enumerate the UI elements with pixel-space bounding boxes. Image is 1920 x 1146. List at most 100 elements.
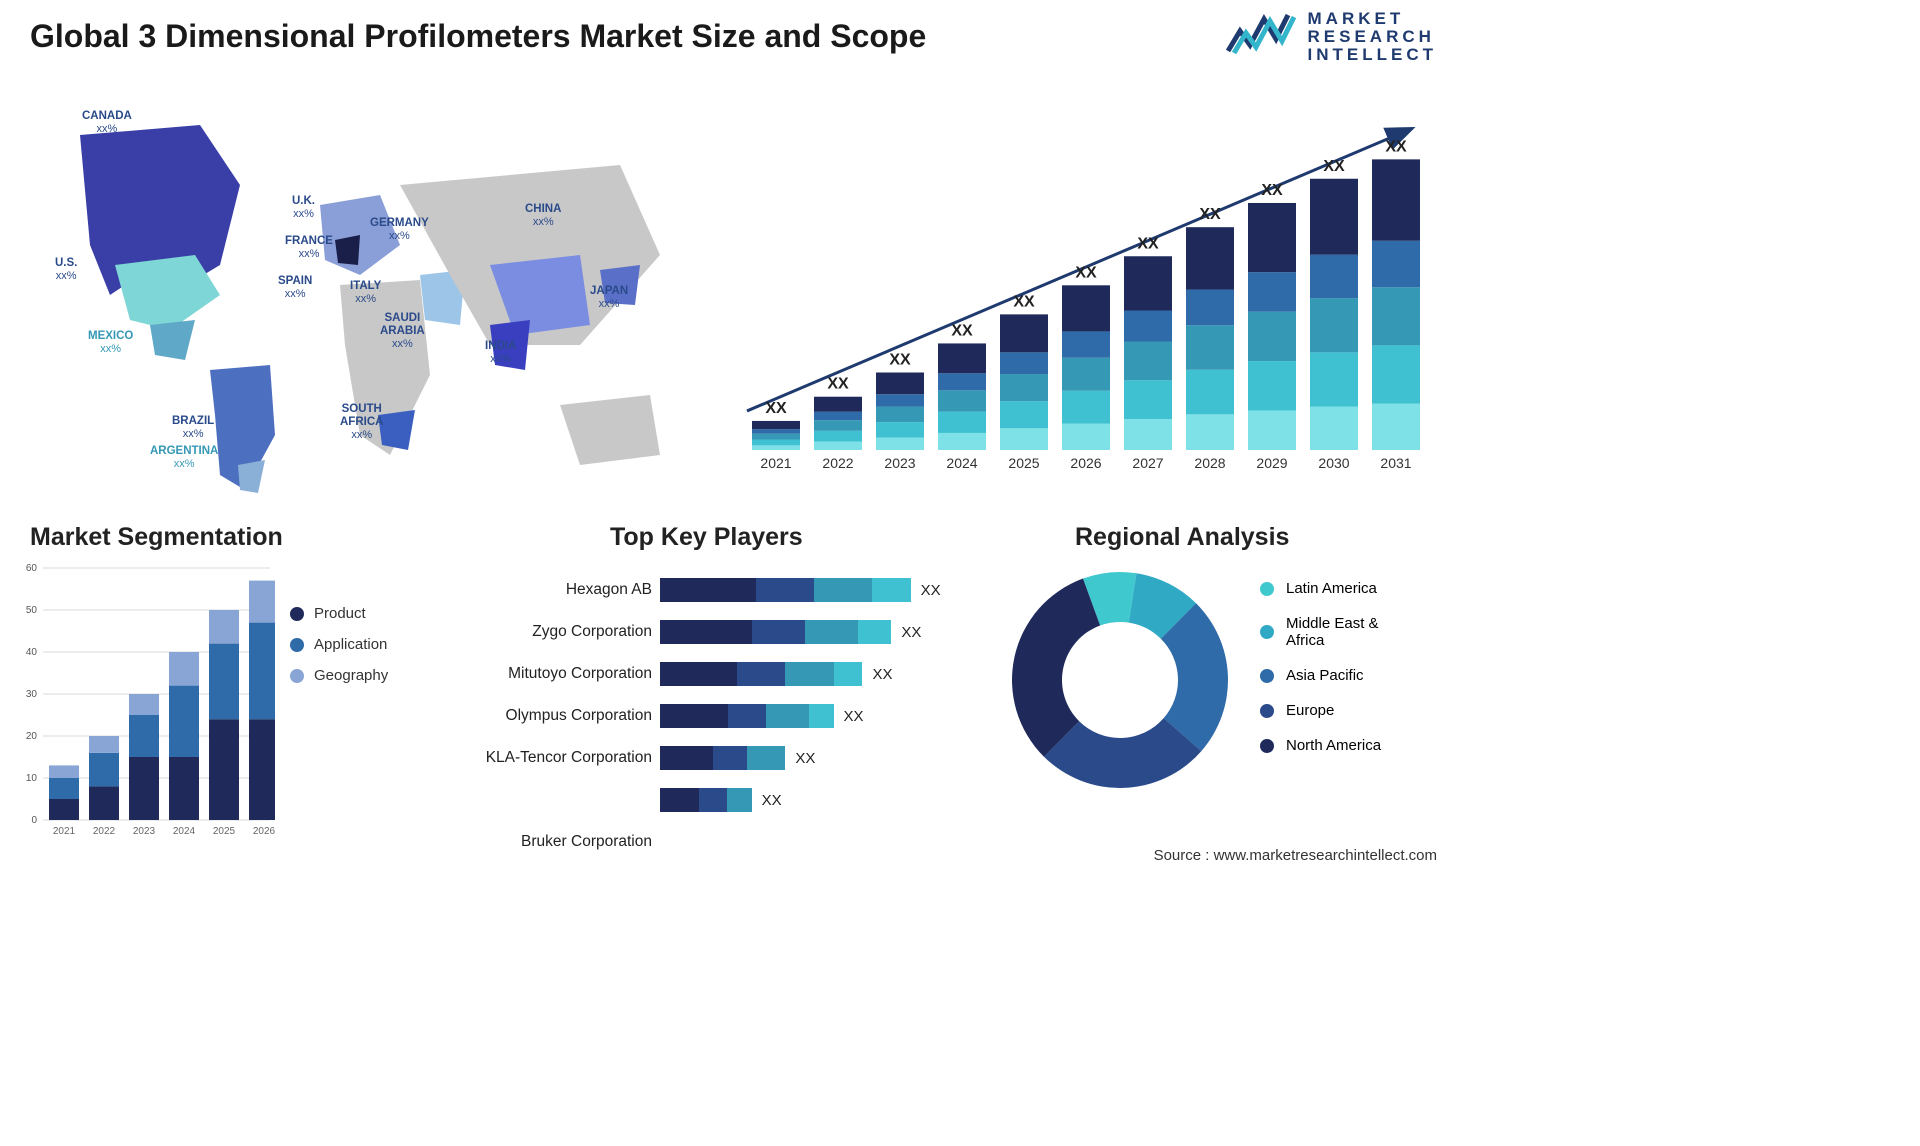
svg-text:XX: XX [765, 400, 787, 417]
player-bar-seg [728, 704, 767, 728]
svg-text:2024: 2024 [173, 826, 196, 837]
svg-text:2025: 2025 [213, 826, 236, 837]
player-row: Zygo CorporationXX [470, 617, 970, 647]
map-label: JAPANxx% [590, 285, 628, 311]
regional-legend: Latin AmericaMiddle East &AfricaAsia Pac… [1260, 580, 1381, 772]
svg-text:2025: 2025 [1008, 455, 1039, 471]
map-label: GERMANYxx% [370, 217, 429, 243]
player-bar-seg [660, 662, 737, 686]
svg-text:2022: 2022 [822, 455, 853, 471]
player-bar-seg [713, 746, 747, 770]
legend-item: Product [290, 605, 388, 622]
player-bar-seg [727, 788, 751, 812]
map-label: U.S.xx% [55, 257, 77, 283]
player-bar [660, 620, 891, 644]
player-bar-seg [747, 746, 786, 770]
section-title-players: Top Key Players [610, 523, 803, 552]
player-bar-seg [785, 662, 833, 686]
svg-text:2022: 2022 [93, 826, 116, 837]
player-name: Olympus Corporation [470, 707, 660, 725]
svg-text:XX: XX [1137, 235, 1159, 252]
page-title: Global 3 Dimensional Profilometers Marke… [30, 18, 926, 55]
player-value: XX [762, 792, 782, 809]
map-label: CHINAxx% [525, 203, 561, 229]
source-text: Source : www.marketresearchintellect.com [1154, 847, 1437, 864]
map-label: SOUTHAFRICAxx% [340, 403, 383, 443]
svg-text:2024: 2024 [946, 455, 977, 471]
player-value: XX [795, 750, 815, 767]
map-label: SAUDIARABIAxx% [380, 312, 425, 352]
player-bar [660, 662, 862, 686]
market-size-chart: XX 2021 XX 2022 XX 2023 XX 2024 XX 2025 XX 2026 XX 20… [740, 100, 1420, 480]
map-label: MEXICOxx% [88, 330, 133, 356]
brand-logo: MARKET RESEARCH INTELLECT [1226, 10, 1438, 64]
player-name: Zygo Corporation [470, 623, 660, 641]
section-title-segmentation: Market Segmentation [30, 523, 283, 552]
svg-text:XX: XX [1013, 293, 1035, 310]
segmentation-chart: 0102030405060202120222023202420252026 [15, 560, 275, 840]
svg-text:60: 60 [26, 563, 38, 574]
logo-mark [1226, 11, 1298, 63]
player-bar-seg [660, 704, 728, 728]
svg-text:2023: 2023 [884, 455, 915, 471]
legend-item: Middle East &Africa [1260, 615, 1381, 649]
map-label: U.K.xx% [292, 195, 315, 221]
regional-donut [1000, 560, 1240, 800]
svg-text:XX: XX [827, 376, 849, 393]
map-label: BRAZILxx% [172, 415, 214, 441]
map-label: SPAINxx% [278, 275, 312, 301]
svg-text:2030: 2030 [1318, 455, 1349, 471]
player-row: Bruker Corporation [470, 827, 970, 857]
player-row: Hexagon ABXX [470, 575, 970, 605]
player-name: Bruker Corporation [470, 833, 660, 851]
player-bar-seg [858, 620, 892, 644]
player-row: KLA-Tencor Corporation XX [470, 743, 970, 773]
player-bar-seg [660, 746, 713, 770]
world-map: CANADAxx% U.S.xx% MEXICOxx% BRAZILxx% ARGENT… [20, 95, 700, 495]
player-row: XX [470, 785, 970, 815]
legend-item: North America [1260, 737, 1381, 754]
map-label: ARGENTINAxx% [150, 445, 218, 471]
player-bar-seg [805, 620, 858, 644]
player-bar-seg [814, 578, 872, 602]
regional-donut-svg [1000, 560, 1240, 800]
player-bar-seg [752, 620, 805, 644]
segmentation-chart-svg: 0102030405060202120222023202420252026 [15, 560, 275, 840]
svg-text:2026: 2026 [253, 826, 275, 837]
map-label: CANADAxx% [82, 110, 132, 136]
player-bar-seg [660, 620, 752, 644]
player-row: Olympus Corporation XX [470, 701, 970, 731]
player-name: Hexagon AB [470, 581, 660, 599]
player-bar-seg [660, 788, 699, 812]
logo-line: MARKET [1308, 10, 1438, 28]
key-players-chart: Hexagon ABXXZygo CorporationXXMitutoyo C… [470, 575, 970, 869]
logo-line: INTELLECT [1308, 46, 1438, 64]
svg-text:2029: 2029 [1256, 455, 1287, 471]
svg-text:50: 50 [26, 605, 38, 616]
svg-text:XX: XX [1199, 206, 1221, 223]
player-row: Mitutoyo CorporationXX [470, 659, 970, 689]
svg-text:20: 20 [26, 731, 38, 742]
svg-text:XX: XX [1075, 264, 1097, 281]
player-value: XX [844, 708, 864, 725]
player-bar-seg [756, 578, 814, 602]
svg-text:XX: XX [1385, 138, 1407, 155]
logo-line: RESEARCH [1308, 28, 1438, 46]
svg-text:0: 0 [31, 815, 37, 826]
svg-text:XX: XX [1261, 182, 1283, 199]
player-bar [660, 788, 752, 812]
logo-text: MARKET RESEARCH INTELLECT [1308, 10, 1438, 64]
market-size-chart-svg: XX 2021 XX 2022 XX 2023 XX 2024 XX 2025 XX 2026 XX 20… [740, 100, 1420, 480]
svg-text:2021: 2021 [760, 455, 791, 471]
player-bar [660, 578, 911, 602]
segmentation-legend: ProductApplicationGeography [290, 605, 388, 698]
legend-item: Asia Pacific [1260, 667, 1381, 684]
player-name: Mitutoyo Corporation [470, 665, 660, 683]
svg-text:2026: 2026 [1070, 455, 1101, 471]
player-name: KLA-Tencor Corporation [470, 749, 660, 767]
section-title-regional: Regional Analysis [1075, 523, 1289, 552]
svg-text:2021: 2021 [53, 826, 76, 837]
svg-text:30: 30 [26, 689, 38, 700]
player-bar [660, 704, 834, 728]
player-bar-seg [660, 578, 756, 602]
